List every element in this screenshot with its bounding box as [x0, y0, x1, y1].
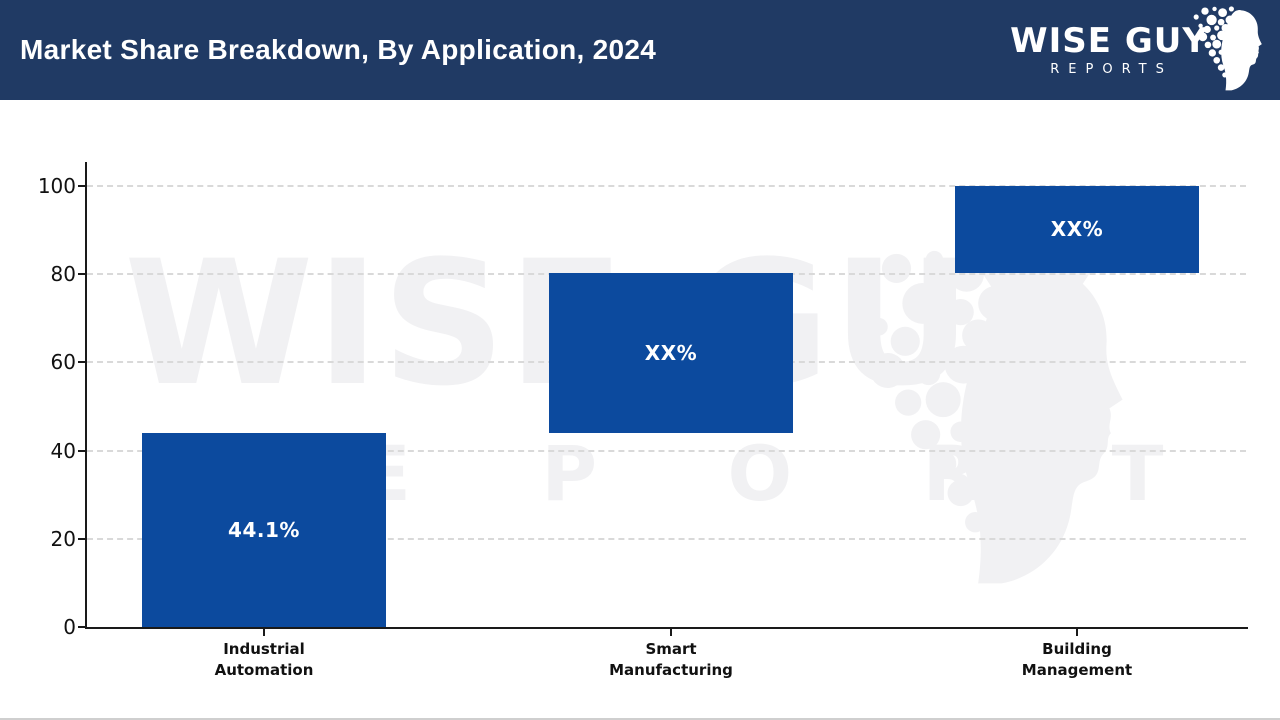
- y-tick-label: 0: [63, 615, 76, 639]
- y-tick-label: 20: [50, 526, 76, 551]
- logo-subtext: REPORTS: [1050, 61, 1173, 77]
- y-tick-label: 60: [50, 350, 76, 375]
- category-label-line: Automation: [214, 661, 314, 679]
- chart-area: WISE GUY R E P O R T S 0 20 40 60 80 100 44.1%…: [0, 100, 1280, 718]
- x-tick-mark: [670, 629, 672, 636]
- plot-area: 0 20 40 60 80 100 44.1% Industrial Automation XX%…: [0, 100, 1280, 718]
- category-label: Building Management: [927, 639, 1227, 681]
- bar-industrial-automation: 44.1%: [142, 432, 386, 627]
- category-label-line: Industrial: [223, 640, 305, 658]
- bar-building-management: XX%: [955, 186, 1199, 273]
- header: Market Share Breakdown, By Application, …: [0, 0, 1280, 100]
- bar-value-label: XX%: [644, 340, 698, 365]
- category-label-line: Management: [1021, 661, 1133, 679]
- category-label: Smart Manufacturing: [521, 639, 821, 681]
- y-tick-mark: [78, 185, 85, 187]
- y-tick-mark: [78, 626, 85, 628]
- y-axis-line: [85, 162, 87, 629]
- y-tick-label: 80: [50, 262, 76, 287]
- y-tick-mark: [78, 537, 85, 540]
- bar-value-label: XX%: [1050, 217, 1104, 242]
- category-label-line: Manufacturing: [609, 661, 733, 679]
- gridline-20: [87, 537, 1246, 540]
- gridline-100: [87, 185, 1246, 187]
- x-axis-line: [85, 627, 1248, 629]
- category-label-line: Smart: [645, 640, 697, 658]
- y-tick-label: 100: [37, 174, 76, 198]
- bottom-border: [0, 718, 1280, 720]
- x-tick-mark: [1076, 629, 1078, 636]
- wise-guy-reports-logo: WISE GUY REPORTS: [1010, 6, 1264, 94]
- dotted-face-icon: [1193, 6, 1262, 91]
- gridline-40: [87, 449, 1246, 452]
- y-tick-label: 40: [50, 438, 76, 463]
- bar-smart-manufacturing: XX%: [549, 272, 793, 433]
- x-tick-mark: [263, 629, 265, 636]
- category-label: Industrial Automation: [114, 639, 414, 681]
- y-tick-mark: [78, 361, 85, 364]
- bar-value-label: 44.1%: [228, 517, 300, 542]
- category-label-line: Building: [1042, 640, 1112, 658]
- y-tick-mark: [78, 449, 85, 452]
- logo-wordmark: WISE GUY: [1010, 20, 1208, 61]
- logo-text: WISE GUY REPORTS: [1010, 24, 1208, 77]
- page-title: Market Share Breakdown, By Application, …: [20, 34, 657, 65]
- y-tick-mark: [78, 273, 85, 276]
